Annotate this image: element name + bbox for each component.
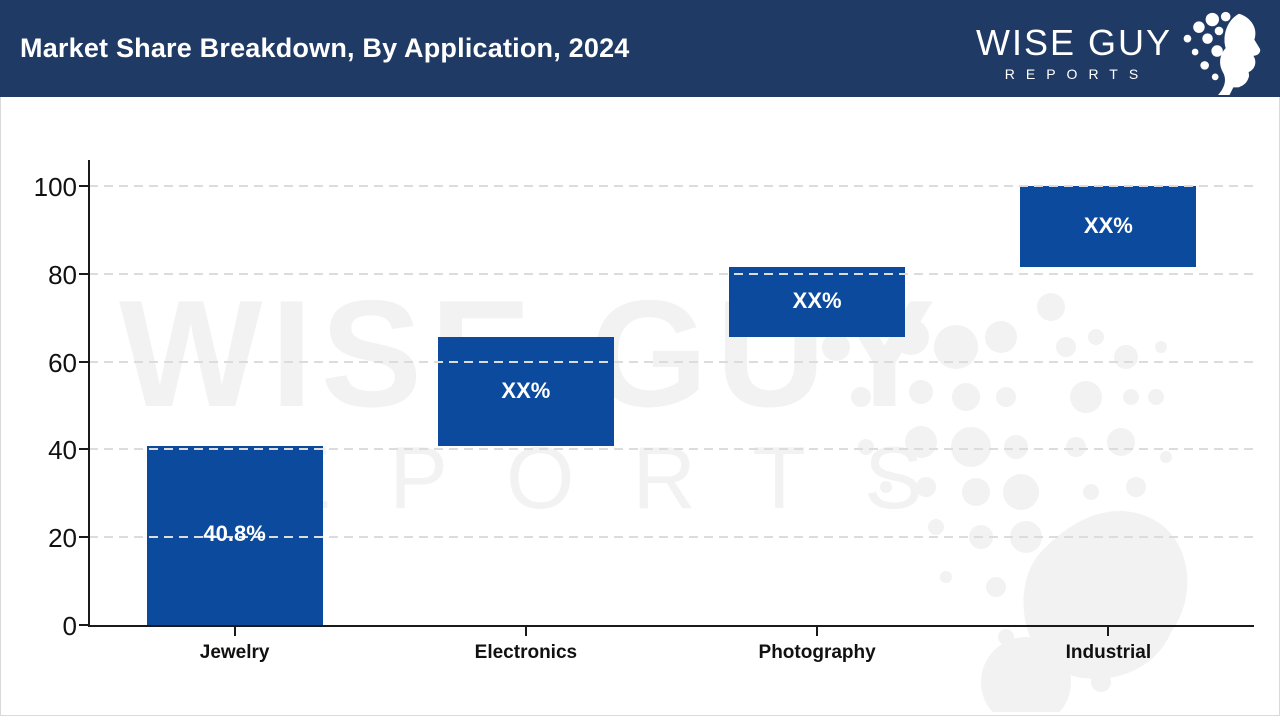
header-bar: Market Share Breakdown, By Application, … xyxy=(0,0,1280,97)
y-tick-label-0: 0 xyxy=(62,611,77,641)
gridline-60 xyxy=(89,360,1254,363)
bar-value-label: 40.8% xyxy=(203,521,266,547)
y-tick-label-20: 20 xyxy=(48,523,77,554)
brand-logo: WISE GUY REPORTS xyxy=(976,8,1262,96)
bar-jewelry xyxy=(146,445,323,625)
bar-electronics xyxy=(437,337,614,446)
bar-industrial xyxy=(1020,186,1197,268)
chart-card: WISE GUY REPORTS 0 20 40 60 xyxy=(0,97,1280,716)
y-axis-tick-80 xyxy=(79,272,88,275)
x-axis-tick-3 xyxy=(1107,627,1110,636)
category-label-industrial: Industrial xyxy=(1065,642,1152,663)
y-axis-tick-60 xyxy=(79,360,88,363)
gridline-100 xyxy=(89,185,1254,187)
x-axis-line xyxy=(88,625,1254,627)
y-tick-label-40: 40 xyxy=(48,435,77,466)
bar-value-label: XX% xyxy=(792,288,842,314)
x-axis-tick-0 xyxy=(233,627,236,636)
brand-wordmark: WISE GUY REPORTS xyxy=(976,22,1172,82)
x-axis-tick-2 xyxy=(816,627,819,636)
y-axis-tick-0 xyxy=(79,624,88,626)
bar-value-label: XX% xyxy=(1083,212,1133,238)
brand-name: WISE GUY xyxy=(975,22,1172,63)
y-axis-line xyxy=(88,160,90,627)
gridline-40 xyxy=(89,448,1254,451)
y-axis-tick-40 xyxy=(79,448,88,451)
bar-photography xyxy=(729,267,906,338)
category-label-jewelry: Jewelry xyxy=(199,642,270,663)
logo-head-icon xyxy=(1183,11,1261,95)
gridline-20 xyxy=(89,536,1254,539)
page-title: Market Share Breakdown, By Application, … xyxy=(20,33,630,63)
category-label-electronics: Electronics xyxy=(474,642,578,663)
brand-subtitle: REPORTS xyxy=(1004,66,1150,82)
category-label-photography: Photography xyxy=(758,642,876,663)
x-axis-tick-1 xyxy=(524,627,527,636)
y-tick-label-60: 60 xyxy=(48,347,77,378)
y-tick-label-100: 100 xyxy=(33,172,77,202)
y-axis-tick-20 xyxy=(79,536,88,539)
gridline-80 xyxy=(89,272,1254,275)
y-axis-tick-100 xyxy=(79,185,88,187)
y-tick-label-80: 80 xyxy=(48,259,77,290)
bar-value-label: XX% xyxy=(501,377,551,403)
